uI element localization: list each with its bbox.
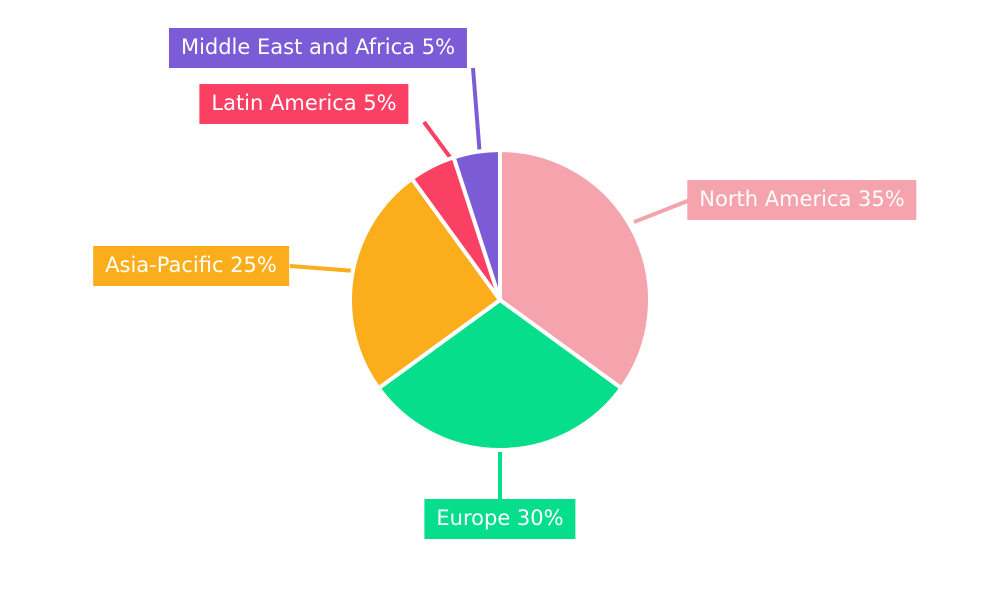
leader-line xyxy=(633,198,691,224)
leader-line xyxy=(289,264,356,273)
pie-label-north-america: North America 35% xyxy=(687,180,917,220)
pie-slice-europe[interactable] xyxy=(376,298,624,452)
pie-slice-asia-pacific[interactable] xyxy=(348,176,502,391)
pie-label-europe: Europe 30% xyxy=(424,499,576,539)
pie-slice-group xyxy=(348,148,652,452)
pie-slice-middle-east-and-africa[interactable] xyxy=(451,148,502,302)
pie-label-middle-east-and-africa: Middle East and Africa 5% xyxy=(168,28,468,68)
pie-slice-north-america[interactable] xyxy=(498,148,652,391)
pie-label-asia-pacific: Asia-Pacific 25% xyxy=(93,246,289,286)
pie-label-latin-america: Latin America 5% xyxy=(199,84,409,124)
leader-line xyxy=(471,67,482,158)
